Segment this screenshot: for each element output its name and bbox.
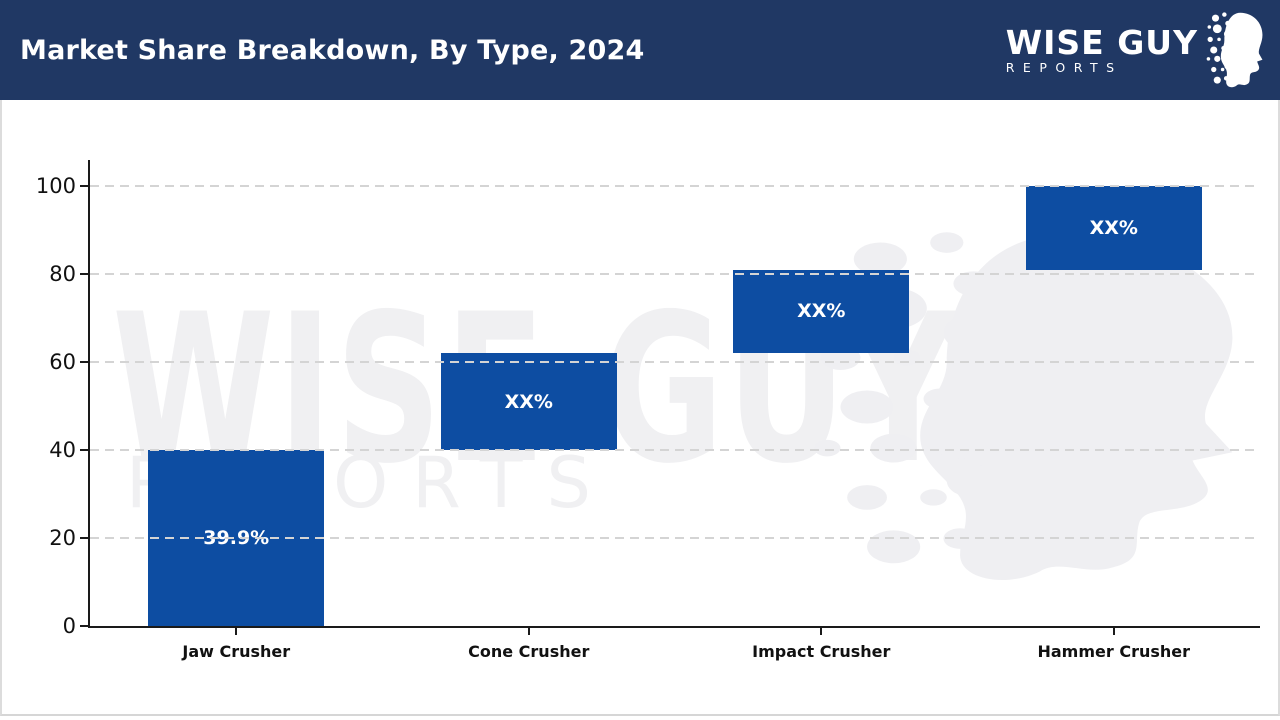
dotted-face-profile-icon xyxy=(1206,12,1263,88)
gridline-100 xyxy=(90,185,1260,187)
x-axis-line xyxy=(88,626,1260,628)
y-tick-label-60: 60 xyxy=(49,350,76,374)
gridline-40 xyxy=(90,449,1260,451)
bar-value-label: XX% xyxy=(797,300,846,323)
x-tick-mark xyxy=(1112,628,1115,635)
x-tick-mark xyxy=(235,628,238,635)
x-tick-mark xyxy=(820,628,823,635)
bar-value-label: XX% xyxy=(1089,216,1138,239)
y-tick-label-20: 20 xyxy=(49,526,76,550)
bar-impact-crusher: XX% xyxy=(733,269,910,354)
category-label-jaw-crusher: Jaw Crusher xyxy=(182,642,291,661)
category-label-impact-crusher: Impact Crusher xyxy=(752,642,891,661)
y-tick-mark xyxy=(80,185,88,187)
category-label-cone-crusher: Cone Crusher xyxy=(468,642,590,661)
category-label-hammer-crusher: Hammer Crusher xyxy=(1037,642,1191,661)
y-tick-mark xyxy=(80,625,88,627)
y-tick-mark xyxy=(80,449,88,451)
bar-hammer-crusher: XX% xyxy=(1025,186,1202,270)
y-tick-mark xyxy=(80,537,88,539)
y-tick-mark xyxy=(80,273,88,275)
logo-text: WISE GUY REPORTS xyxy=(1006,26,1198,75)
wise-guy-reports-logo: WISE GUY REPORTS xyxy=(1006,10,1266,90)
y-tick-label-80: 80 xyxy=(49,262,76,286)
gridline-20 xyxy=(90,537,1260,539)
bar-cone-crusher: XX% xyxy=(440,353,617,450)
plot: 39.9% Jaw Crusher XX% Cone Crusher XX% Impact… xyxy=(2,100,1278,714)
gridline-60 xyxy=(90,361,1260,363)
bar-value-label: XX% xyxy=(504,390,553,413)
y-tick-label-100: 100 xyxy=(35,174,76,198)
header-bar: Market Share Breakdown, By Type, 2024 WI… xyxy=(0,0,1280,100)
gridline-80 xyxy=(90,273,1260,275)
chart-area: WISE GUY REPORTS 39.9% Jaw Crusher XX% Cone… xyxy=(0,100,1280,716)
y-tick-mark xyxy=(80,361,88,363)
y-tick-label-0: 0 xyxy=(62,614,76,638)
chart-title: Market Share Breakdown, By Type, 2024 xyxy=(20,34,645,66)
y-tick-label-40: 40 xyxy=(49,438,76,462)
logo-wordmark: WISE GUY xyxy=(1005,22,1198,62)
logo-subtext: REPORTS xyxy=(1005,59,1123,75)
y-axis-line xyxy=(88,160,90,628)
x-tick-mark xyxy=(527,628,530,635)
